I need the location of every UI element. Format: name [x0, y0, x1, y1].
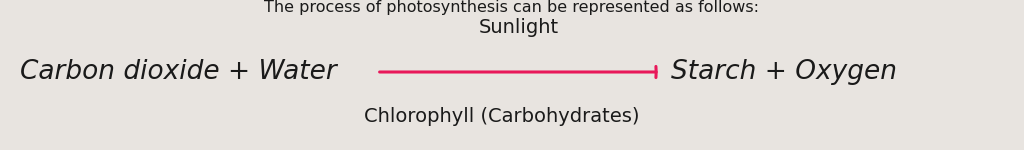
- Text: The process of photosynthesis can be represented as follows:: The process of photosynthesis can be rep…: [264, 0, 760, 15]
- Text: Starch + Oxygen: Starch + Oxygen: [671, 59, 897, 85]
- Text: Chlorophyll (Carbohydrates): Chlorophyll (Carbohydrates): [364, 108, 640, 126]
- Text: Sunlight: Sunlight: [479, 18, 559, 36]
- Text: Carbon dioxide + Water: Carbon dioxide + Water: [20, 59, 337, 85]
